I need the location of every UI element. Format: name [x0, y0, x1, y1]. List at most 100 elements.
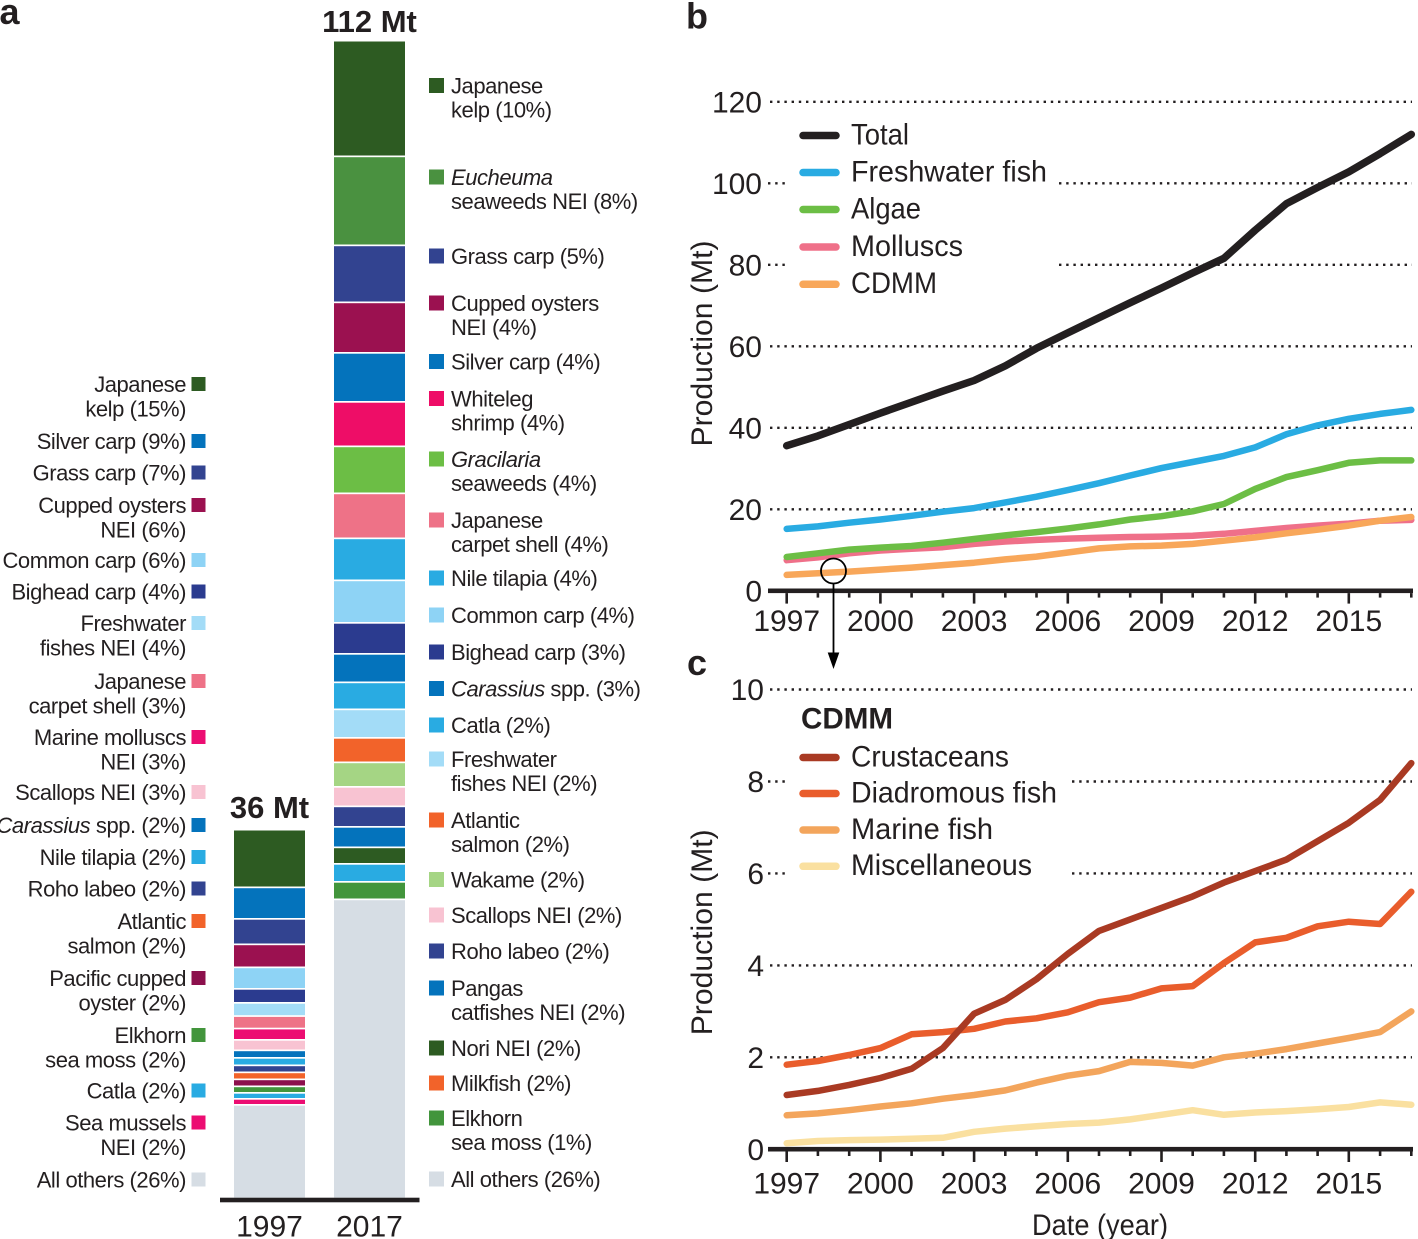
svg-text:2009: 2009 [1128, 605, 1195, 638]
svg-text:Common carp (6%): Common carp (6%) [2, 548, 186, 573]
svg-text:Cupped oysters: Cupped oysters [451, 291, 599, 316]
svg-text:2006: 2006 [1034, 605, 1101, 638]
svg-text:Japanese: Japanese [94, 669, 186, 694]
svg-text:120: 120 [712, 86, 762, 119]
svg-text:36 Mt: 36 Mt [230, 790, 309, 825]
svg-text:Crustaceans: Crustaceans [851, 740, 1009, 773]
svg-text:Roho labeo (2%): Roho labeo (2%) [451, 939, 609, 964]
svg-text:Total: Total [851, 118, 909, 151]
svg-text:Atlantic: Atlantic [117, 909, 186, 934]
svg-text:Marine fish: Marine fish [851, 813, 993, 846]
svg-text:sea moss (2%): sea moss (2%) [45, 1047, 186, 1072]
svg-text:Scallops NEI (2%): Scallops NEI (2%) [451, 903, 622, 928]
svg-text:sea moss (1%): sea moss (1%) [451, 1130, 592, 1155]
svg-text:All others (26%): All others (26%) [37, 1167, 186, 1192]
svg-text:Wakame (2%): Wakame (2%) [451, 867, 585, 892]
svg-text:Grass carp (5%): Grass carp (5%) [451, 244, 604, 269]
svg-text:Elkhorn: Elkhorn [451, 1106, 522, 1131]
svg-text:1997: 1997 [753, 1168, 820, 1201]
svg-text:Japanese: Japanese [451, 508, 543, 533]
svg-text:2000: 2000 [847, 1168, 914, 1201]
svg-text:All others (26%): All others (26%) [451, 1167, 600, 1192]
svg-text:a: a [0, 0, 21, 32]
svg-text:Sea mussels: Sea mussels [65, 1110, 186, 1135]
svg-text:Catla (2%): Catla (2%) [451, 713, 550, 738]
svg-text:10: 10 [731, 674, 764, 707]
svg-text:2009: 2009 [1128, 1168, 1195, 1201]
svg-text:Production (Mt): Production (Mt) [686, 241, 719, 447]
svg-text:Roho labeo (2%): Roho labeo (2%) [28, 876, 186, 901]
svg-text:Grass carp (7%): Grass carp (7%) [33, 460, 186, 485]
svg-text:Marine molluscs: Marine molluscs [34, 725, 187, 750]
svg-text:b: b [686, 0, 708, 37]
svg-text:60: 60 [729, 331, 762, 364]
svg-text:CDMM: CDMM [801, 703, 893, 736]
svg-text:seaweeds (4%): seaweeds (4%) [451, 471, 597, 496]
svg-text:Nile tilapia (4%): Nile tilapia (4%) [451, 566, 597, 591]
svg-text:salmon (2%): salmon (2%) [67, 933, 186, 958]
svg-text:oyster (2%): oyster (2%) [78, 990, 186, 1015]
svg-text:Nori NEI (2%): Nori NEI (2%) [451, 1036, 581, 1061]
svg-text:40: 40 [729, 412, 762, 445]
svg-text:NEI (3%): NEI (3%) [100, 749, 186, 774]
svg-text:kelp (10%): kelp (10%) [451, 97, 552, 122]
svg-text:Japanese: Japanese [451, 73, 543, 98]
svg-text:4: 4 [747, 950, 764, 983]
svg-text:Japanese: Japanese [94, 372, 186, 397]
svg-text:0: 0 [745, 575, 762, 608]
svg-text:Carassius spp. (2%): Carassius spp. (2%) [0, 813, 186, 838]
svg-text:0: 0 [747, 1134, 764, 1167]
svg-text:8: 8 [747, 766, 764, 799]
svg-text:fishes NEI (4%): fishes NEI (4%) [40, 635, 186, 660]
svg-text:112 Mt: 112 Mt [322, 4, 417, 39]
svg-text:Bighead carp (4%): Bighead carp (4%) [11, 579, 186, 604]
svg-text:Scallops NEI (3%): Scallops NEI (3%) [15, 780, 186, 805]
svg-text:Production (Mt): Production (Mt) [686, 829, 719, 1035]
svg-text:Miscellaneous: Miscellaneous [851, 849, 1032, 882]
svg-text:kelp (15%): kelp (15%) [85, 396, 186, 421]
svg-text:Pangas: Pangas [451, 976, 523, 1001]
svg-text:carpet shell (3%): carpet shell (3%) [29, 693, 186, 718]
svg-text:Milkfish (2%): Milkfish (2%) [451, 1071, 571, 1096]
svg-text:carpet shell (4%): carpet shell (4%) [451, 532, 608, 557]
svg-text:Freshwater: Freshwater [451, 747, 557, 772]
svg-text:salmon (2%): salmon (2%) [451, 832, 570, 857]
svg-text:Catla (2%): Catla (2%) [87, 1078, 186, 1103]
svg-text:2006: 2006 [1034, 1168, 1101, 1201]
svg-text:CDMM: CDMM [851, 267, 937, 300]
svg-text:Atlantic: Atlantic [451, 808, 520, 833]
svg-text:Eucheuma: Eucheuma [451, 165, 553, 190]
svg-text:Elkhorn: Elkhorn [115, 1023, 186, 1048]
svg-text:catfishes NEI (2%): catfishes NEI (2%) [451, 1000, 625, 1025]
svg-text:NEI (4%): NEI (4%) [451, 315, 537, 340]
svg-text:6: 6 [747, 858, 764, 891]
svg-text:Carassius spp. (3%): Carassius spp. (3%) [451, 676, 641, 701]
svg-text:Silver carp (4%): Silver carp (4%) [451, 349, 600, 374]
svg-text:NEI (2%): NEI (2%) [100, 1135, 186, 1160]
svg-text:Common carp (4%): Common carp (4%) [451, 603, 635, 628]
svg-text:100: 100 [712, 168, 762, 201]
svg-text:2015: 2015 [1315, 605, 1382, 638]
svg-text:seaweeds NEI (8%): seaweeds NEI (8%) [451, 189, 638, 214]
svg-text:Silver carp (9%): Silver carp (9%) [37, 429, 186, 454]
svg-text:1997: 1997 [236, 1211, 303, 1239]
svg-text:80: 80 [729, 249, 762, 282]
svg-text:Date (year): Date (year) [1032, 1209, 1168, 1239]
svg-text:Molluscs: Molluscs [851, 230, 963, 263]
svg-text:2012: 2012 [1222, 1168, 1289, 1201]
svg-text:NEI (6%): NEI (6%) [100, 517, 186, 542]
svg-text:Freshwater: Freshwater [80, 611, 186, 636]
svg-text:Gracilaria: Gracilaria [451, 447, 541, 472]
svg-text:Diadromous fish: Diadromous fish [851, 776, 1057, 809]
svg-text:2003: 2003 [941, 1168, 1008, 1201]
svg-text:Pacific cupped: Pacific cupped [49, 966, 186, 991]
svg-text:2000: 2000 [847, 605, 914, 638]
svg-text:shrimp (4%): shrimp (4%) [451, 410, 565, 435]
svg-text:1997: 1997 [753, 605, 820, 638]
svg-text:Freshwater fish: Freshwater fish [851, 155, 1047, 188]
svg-text:Whiteleg: Whiteleg [451, 386, 533, 411]
svg-text:2012: 2012 [1222, 605, 1289, 638]
svg-text:fishes NEI (2%): fishes NEI (2%) [451, 771, 597, 796]
svg-text:Nile tilapia (2%): Nile tilapia (2%) [40, 845, 186, 870]
svg-text:Bighead carp (3%): Bighead carp (3%) [451, 640, 626, 665]
